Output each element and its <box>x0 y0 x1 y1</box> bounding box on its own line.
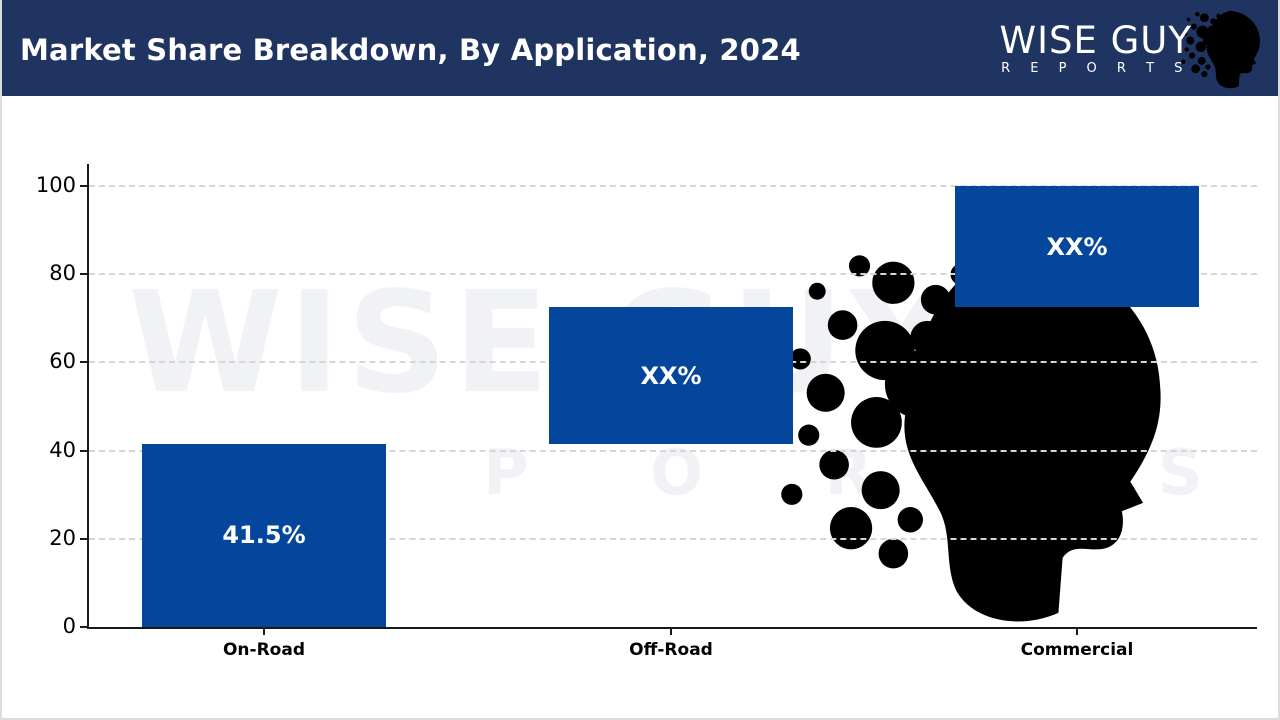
y-tick-label-100: 100 <box>35 173 76 197</box>
bar-on-road: 41.5% <box>142 443 386 627</box>
y-tick-60 <box>80 361 88 364</box>
y-tick-20 <box>80 537 88 540</box>
bar-commercial: XX% <box>955 186 1199 308</box>
gridline-y40 <box>89 449 1257 452</box>
gridline-y20 <box>89 537 1257 540</box>
bar-value-label: XX% <box>1046 232 1108 261</box>
y-tick-label-40: 40 <box>49 437 76 462</box>
x-category-label: Commercial <box>1020 640 1134 660</box>
x-category-label: On-Road <box>222 640 306 660</box>
y-tick-40 <box>80 449 88 452</box>
x-category-label: Off-Road <box>629 640 713 660</box>
x-tick-0 <box>263 629 265 635</box>
x-axis-line <box>87 627 1257 629</box>
x-tick-1 <box>670 629 672 635</box>
brand-logo: WISE GUY R E P O R T S <box>1000 6 1266 92</box>
y-tick-label-0: 0 <box>62 614 76 638</box>
y-tick-label-80: 80 <box>49 261 76 286</box>
bar-value-label: 41.5% <box>222 521 306 550</box>
brand-logo-text: WISE GUY R E P O R T S <box>999 18 1192 77</box>
header-bar: Market Share Breakdown, By Application, … <box>0 0 1280 96</box>
gridline-y100 <box>89 185 1257 187</box>
brand-subtext: R E P O R T S <box>1001 61 1191 77</box>
y-tick-0 <box>80 626 88 628</box>
chart-title: Market Share Breakdown, By Application, … <box>20 33 801 67</box>
gridline-y80 <box>89 273 1257 276</box>
y-axis-line <box>87 164 89 629</box>
y-tick-80 <box>80 273 88 276</box>
brand-wordmark: WISE GUY <box>999 18 1192 62</box>
y-tick-label-60: 60 <box>49 349 76 374</box>
y-tick-label-20: 20 <box>49 525 76 550</box>
bar-value-label: XX% <box>640 361 702 390</box>
bar-off-road: XX% <box>549 307 793 444</box>
y-tick-100 <box>80 185 88 187</box>
x-tick-2 <box>1076 629 1078 635</box>
